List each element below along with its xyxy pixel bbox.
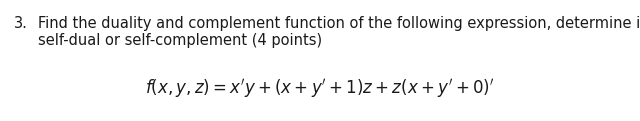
Text: $f(x, y, z) = x'y + (x + y' + 1)z + z(x + y' + 0)'$: $f(x, y, z) = x'y + (x + y' + 1)z + z(x … — [145, 77, 495, 101]
Text: Find the duality and complement function of the following expression, determine : Find the duality and complement function… — [38, 16, 640, 31]
Text: self-dual or self-complement (4 points): self-dual or self-complement (4 points) — [38, 33, 322, 48]
Text: 3.: 3. — [14, 16, 28, 31]
